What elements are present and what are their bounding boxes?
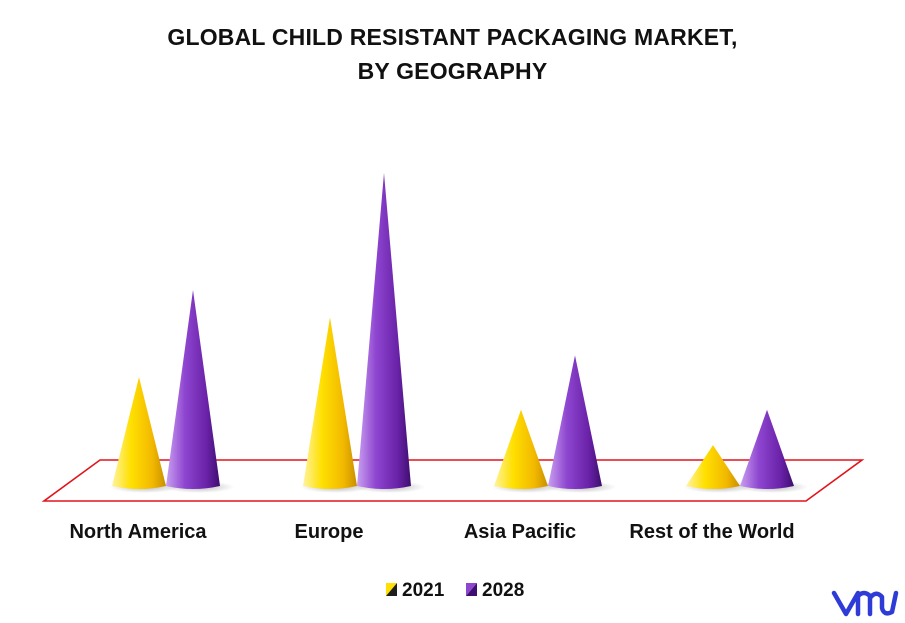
category-label-asia-pacific: Asia Pacific (464, 521, 576, 543)
floor-plane (41, 459, 865, 502)
legend: 2021 2028 (386, 580, 524, 601)
category-label-north-america: North America (69, 521, 207, 543)
cone-2028-north-america (166, 290, 220, 489)
legend-label-2028: 2028 (482, 580, 524, 601)
cone-2028-rest-of-the-world (740, 409, 794, 489)
cone-2021-north-america (112, 377, 166, 489)
cone-2021-rest-of-the-world (686, 445, 740, 489)
category-label-europe: Europe (295, 521, 364, 543)
cone-2021-europe (303, 317, 357, 489)
chart-title-line-1: GLOBAL CHILD RESISTANT PACKAGING MARKET, (167, 24, 738, 50)
cone-2028-asia-pacific (548, 355, 602, 489)
category-labels: North America Europe Asia Pacific Rest of t… (69, 521, 794, 543)
brand-logo (831, 590, 899, 617)
legend-item-2028: 2028 (466, 580, 524, 601)
legend-swatch-2021-shade (386, 583, 397, 596)
cone-2021-asia-pacific (494, 409, 548, 489)
legend-label-2021: 2021 (402, 580, 445, 601)
legend-item-2021: 2021 (386, 580, 445, 601)
brand-logo-mark (831, 590, 899, 617)
chart-title-line-2: BY GEOGRAPHY (357, 58, 548, 84)
cone-2028-europe (357, 173, 411, 489)
category-label-rest-of-the-world: Rest of the World (629, 521, 794, 543)
chart-marks (110, 173, 808, 493)
legend-swatch-2028-shade (466, 583, 477, 596)
